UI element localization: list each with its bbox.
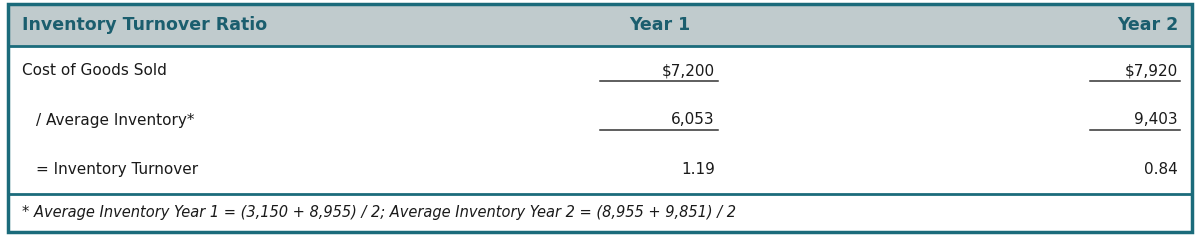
Text: * Average Inventory Year 1 = (3,150 + 8,955) / 2; Average Inventory Year 2 = (8,: * Average Inventory Year 1 = (3,150 + 8,… xyxy=(22,206,736,220)
Text: 1.19: 1.19 xyxy=(682,162,715,177)
Bar xyxy=(8,194,1192,232)
Text: Inventory Turnover Ratio: Inventory Turnover Ratio xyxy=(22,16,268,34)
Text: Year 2: Year 2 xyxy=(1117,16,1178,34)
Text: 0.84: 0.84 xyxy=(1145,162,1178,177)
Text: $7,920: $7,920 xyxy=(1124,63,1178,78)
Text: Year 1: Year 1 xyxy=(629,16,691,34)
Text: 9,403: 9,403 xyxy=(1134,113,1178,127)
Text: 6,053: 6,053 xyxy=(671,113,715,127)
Bar xyxy=(8,4,1192,46)
Text: = Inventory Turnover: = Inventory Turnover xyxy=(36,162,198,177)
Text: Cost of Goods Sold: Cost of Goods Sold xyxy=(22,63,167,78)
Bar xyxy=(8,46,1192,194)
Text: $7,200: $7,200 xyxy=(662,63,715,78)
Text: / Average Inventory*: / Average Inventory* xyxy=(36,113,194,127)
